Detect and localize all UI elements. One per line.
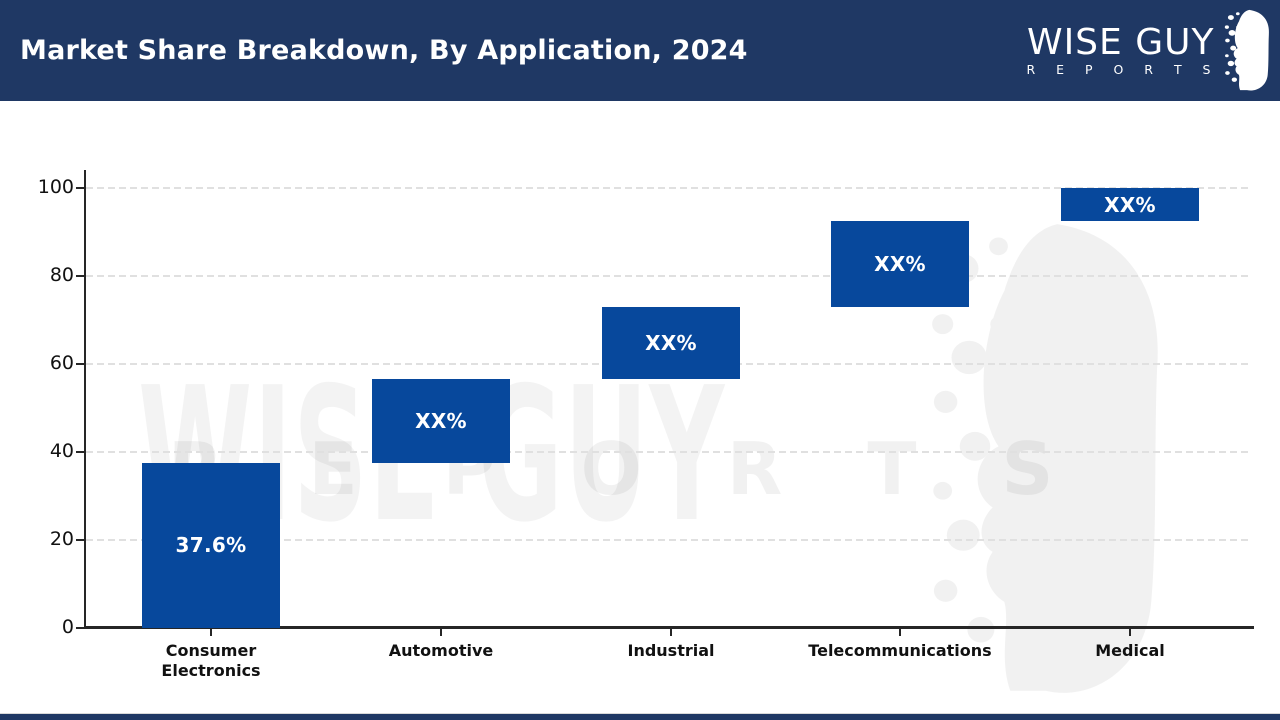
gridline-40 (86, 451, 1252, 453)
x-tick-industrial (670, 628, 672, 636)
logo-wordmark: WISE GUY (1026, 21, 1215, 63)
y-tick-20 (76, 539, 84, 541)
y-tick-label-0: 0 (61, 616, 74, 638)
gridline-20 (86, 539, 1252, 541)
category-label-line: Telecommunications (808, 641, 992, 660)
y-tick-80 (76, 275, 84, 277)
brand-logo: WISE GUY R E P O R T S (1022, 0, 1270, 101)
x-axis-line (84, 626, 1254, 629)
bar-value-label-industrial: XX% (645, 331, 697, 356)
logo-subtitle: R E P O R T S (1026, 61, 1219, 77)
x-tick-consumer-electronics (210, 628, 212, 636)
gridline-80 (86, 275, 1252, 277)
bar-telecommunications: XX% (831, 221, 969, 307)
category-label-medical: Medical (1015, 641, 1245, 661)
category-label-industrial: Industrial (556, 641, 786, 661)
category-label-automotive: Automotive (326, 641, 556, 661)
y-tick-60 (76, 363, 84, 365)
y-tick-label-80: 80 (49, 264, 74, 286)
bar-value-label-telecommunications: XX% (874, 251, 926, 276)
category-label-telecommunications: Telecommunications (785, 641, 1015, 661)
bar-automotive: XX% (372, 379, 510, 463)
x-tick-automotive (440, 628, 442, 636)
y-tick-100 (76, 187, 84, 189)
y-tick-label-40: 40 (49, 440, 74, 462)
bar-consumer-electronics: 37.6% (142, 462, 280, 628)
footer-bar (0, 713, 1280, 720)
bar-value-label-medical: XX% (1104, 192, 1156, 217)
y-tick-0 (76, 627, 84, 629)
logo-text: WISE GUY R E P O R T S (1022, 21, 1219, 77)
y-axis-line (84, 170, 86, 629)
y-tick-40 (76, 451, 84, 453)
watermark-subtitle: R E P O R T S (168, 427, 1084, 511)
bar-medical: XX% (1061, 188, 1199, 221)
y-tick-label-20: 20 (49, 528, 74, 550)
x-tick-medical (1129, 628, 1131, 636)
y-tick-label-60: 60 (49, 352, 74, 374)
category-label-line: Automotive (388, 641, 494, 660)
page-title: Market Share Breakdown, By Application, … (20, 35, 748, 66)
header-bar: Market Share Breakdown, By Application, … (0, 0, 1280, 101)
logo-face-icon (1224, 9, 1269, 91)
x-tick-telecommunications (899, 628, 901, 636)
category-label-consumer-electronics: Consumer Electronics (96, 641, 326, 681)
bar-value-label-automotive: XX% (415, 408, 467, 433)
category-label-line: Industrial (627, 641, 715, 660)
y-tick-label-100: 100 (37, 176, 74, 198)
category-label-line: Consumer (165, 641, 257, 660)
category-label-line: Electronics (161, 661, 261, 680)
bar-value-label-consumer-electronics: 37.6% (175, 533, 247, 558)
gridline-100 (86, 187, 1252, 189)
bar-industrial: XX% (602, 306, 740, 380)
category-label-line: Medical (1095, 641, 1165, 660)
